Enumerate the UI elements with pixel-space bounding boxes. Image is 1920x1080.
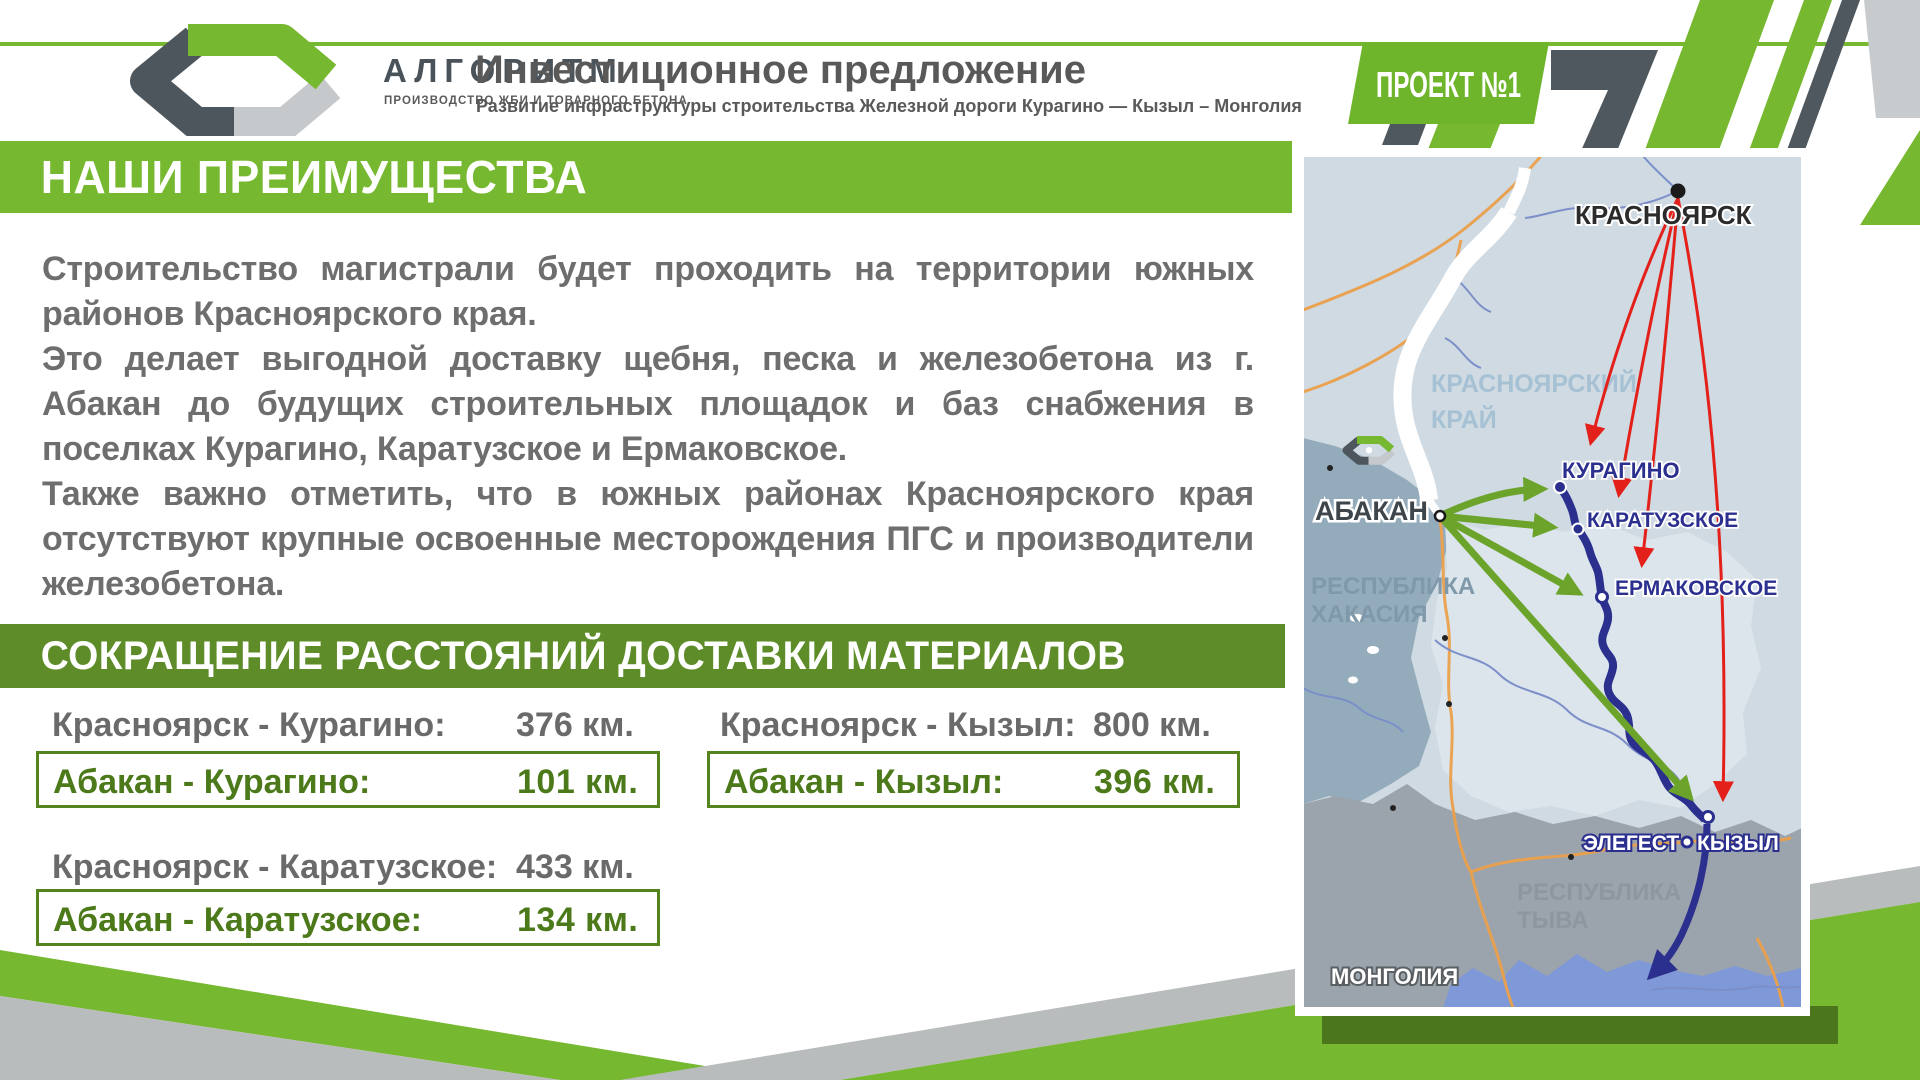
ermakovskoe-dot — [1595, 590, 1609, 604]
abakan-logo-icon — [1342, 436, 1396, 465]
city-label: ЕРМАКОВСКОЕ — [1615, 577, 1777, 600]
table-row: Красноярск - Курагино: 376 км. — [52, 706, 634, 751]
region-mongolia — [1443, 954, 1802, 1008]
kuragino-dot — [1553, 480, 1567, 494]
distance-label: Красноярск - Курагино: — [52, 706, 446, 744]
distance-value: 101 км. — [517, 763, 639, 801]
page-subtitle: Развитие инфраструктуры строительства Же… — [476, 96, 1302, 116]
city-label: АБАКАН — [1315, 496, 1428, 526]
region-label: КРАСНОЯРСКИЙ — [1431, 368, 1637, 398]
region-label: КРАЙ — [1431, 404, 1497, 434]
distance-value: 376 км. — [516, 706, 634, 744]
distance-label: Абакан - Курагино: — [53, 763, 371, 801]
distance-value: 433 км. — [516, 848, 634, 886]
distances-title: СОКРАЩЕНИЕ РАССТОЯНИЙ ДОСТАВКИ МАТЕРИАЛО… — [40, 634, 1126, 678]
region-label: РЕСПУБЛИКА — [1311, 573, 1475, 600]
advantages-text: Строительство магистрали будет проходить… — [42, 247, 1254, 607]
advantages-banner: НАШИ ПРЕИМУЩЕСТВА — [0, 141, 1292, 213]
route-to-mongolia — [1646, 823, 1711, 981]
region-label: ХАКАСИЯ — [1311, 601, 1428, 628]
city-label: КРАСНОЯРСК — [1575, 200, 1752, 230]
krasnoyarsk-dot — [1670, 183, 1686, 199]
elegest-dot — [1680, 835, 1694, 849]
distance-value: 396 км. — [1094, 763, 1216, 801]
paragraph: Это делает выгодной доставку щебня, песк… — [42, 340, 1254, 468]
table-row-highlight: Абакан - Кызыл: 396 км. — [707, 751, 1240, 808]
city-label: КУРАГИНО — [1562, 458, 1680, 483]
table-row-highlight: Абакан - Курагино: 101 км. — [36, 751, 660, 808]
city-label: КАРАТУЗСКОЕ — [1587, 509, 1738, 532]
distance-label: Абакан - Каратузское: — [53, 901, 422, 939]
city-label: ЭЛЕГЕСТ — [1583, 832, 1679, 855]
project-badge: ПРОЕКТ №1 — [1376, 64, 1521, 105]
route-map: КРАСНОЯРСКИЙ КРАЙ РЕСПУБЛИКА ХАКАСИЯ РЕС… — [1295, 148, 1810, 1016]
paragraph: Также важно отметить, что в южных района… — [42, 475, 1254, 603]
kyzyl-dot — [1701, 810, 1715, 824]
algoritm-logo-icon — [130, 24, 341, 136]
advantages-title: НАШИ ПРЕИМУЩЕСТВА — [40, 151, 588, 203]
logo-name: АЛГОРИТМ — [383, 52, 624, 89]
region-khakasia — [1303, 438, 1447, 804]
region-label: РЕСПУБЛИКА — [1517, 879, 1681, 906]
table-row: Красноярск - Кызыл: 800 км. — [720, 706, 1211, 751]
distance-label: Красноярск - Кызыл: — [720, 706, 1076, 744]
distance-value: 800 км. — [1093, 706, 1211, 744]
distance-label: Абакан - Кызыл: — [724, 763, 1004, 801]
table-row: Красноярск - Каратузское: 433 км. — [52, 848, 634, 893]
railway-route — [1556, 484, 1709, 823]
paragraph: Строительство магистрали будет проходить… — [42, 250, 1254, 333]
city-label: КЫЗЫЛ — [1697, 832, 1779, 855]
region-label: ТЫВА — [1517, 907, 1589, 934]
abakan-dot — [1433, 509, 1447, 523]
logo-tagline: ПРОИЗВОДСТВО ЖБИ И ТОВАРНОГО БЕТОНА — [384, 95, 688, 107]
distance-value: 134 км. — [517, 901, 639, 939]
header-accent-line — [0, 42, 1920, 46]
region-label: МОНГОЛИЯ — [1331, 964, 1458, 989]
karatuzskoe-dot — [1571, 522, 1585, 536]
page-title: Инвестиционное предложение — [475, 48, 1086, 92]
distance-label: Красноярск - Каратузское: — [52, 848, 498, 886]
table-row-highlight: Абакан - Каратузское: 134 км. — [36, 889, 660, 946]
distances-banner: СОКРАЩЕНИЕ РАССТОЯНИЙ ДОСТАВКИ МАТЕРИАЛО… — [0, 624, 1285, 688]
